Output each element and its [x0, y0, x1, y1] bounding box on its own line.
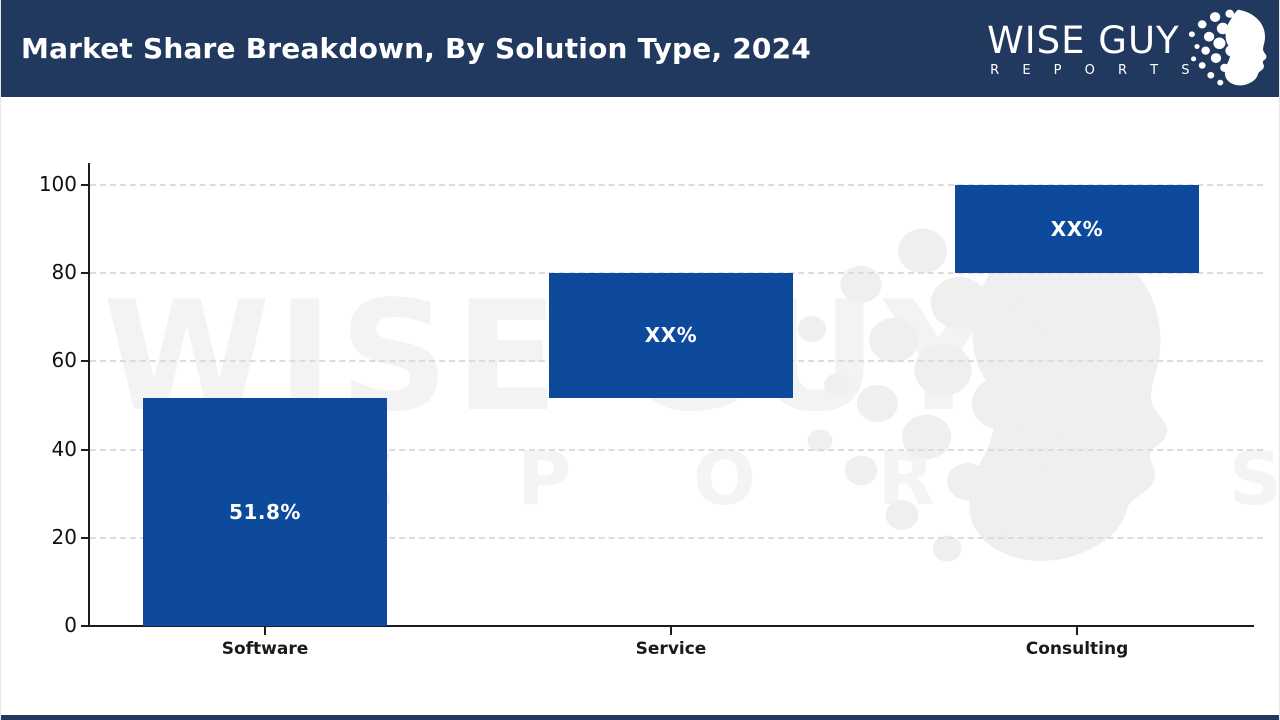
logo-subtitle: R E P O R T S — [990, 62, 1199, 78]
x-tick-mark — [264, 627, 266, 635]
x-tick-mark — [1076, 627, 1078, 635]
bar-value-label: 51.8% — [229, 499, 301, 524]
logo-wordmark: WISE GUY — [987, 18, 1180, 62]
y-gridline — [90, 536, 1263, 539]
y-tick-label: 80 — [51, 260, 77, 285]
bar-value-label: XX% — [644, 323, 698, 348]
bar-segment-service: XX% — [549, 273, 793, 398]
y-tick-mark — [81, 536, 88, 539]
y-gridline — [90, 184, 1263, 186]
y-tick-label: 60 — [51, 348, 77, 373]
y-tick-label: 40 — [51, 436, 77, 461]
bar-segment-software: 51.8% — [143, 397, 387, 626]
y-axis-line — [88, 163, 90, 627]
y-tick-mark — [81, 625, 88, 627]
footer-bar — [1, 715, 1279, 720]
x-axis-line — [88, 625, 1254, 627]
header-bar: Market Share Breakdown, By Solution Type… — [1, 0, 1279, 97]
x-category-label: Service — [635, 639, 707, 659]
x-category-label: Software — [221, 639, 309, 659]
logo-head-dots-icon — [1188, 9, 1267, 86]
page-title: Market Share Breakdown, By Solution Type… — [21, 32, 811, 65]
y-tick-mark — [81, 184, 88, 186]
x-tick-mark — [670, 627, 672, 635]
y-tick-label: 20 — [51, 524, 77, 549]
y-tick-label: 0 — [64, 613, 77, 637]
y-tick-mark — [81, 272, 88, 275]
y-tick-label: 100 — [38, 172, 77, 196]
wise-guy-reports-logo: WISE GUY R E P O R T S — [987, 8, 1271, 90]
bar-value-label: XX% — [1050, 217, 1104, 242]
x-category-label: Consulting — [1025, 639, 1129, 659]
y-tick-mark — [81, 360, 88, 363]
bar-segment-consulting: XX% — [955, 185, 1199, 274]
y-tick-mark — [81, 448, 88, 451]
y-gridline — [90, 448, 1263, 451]
